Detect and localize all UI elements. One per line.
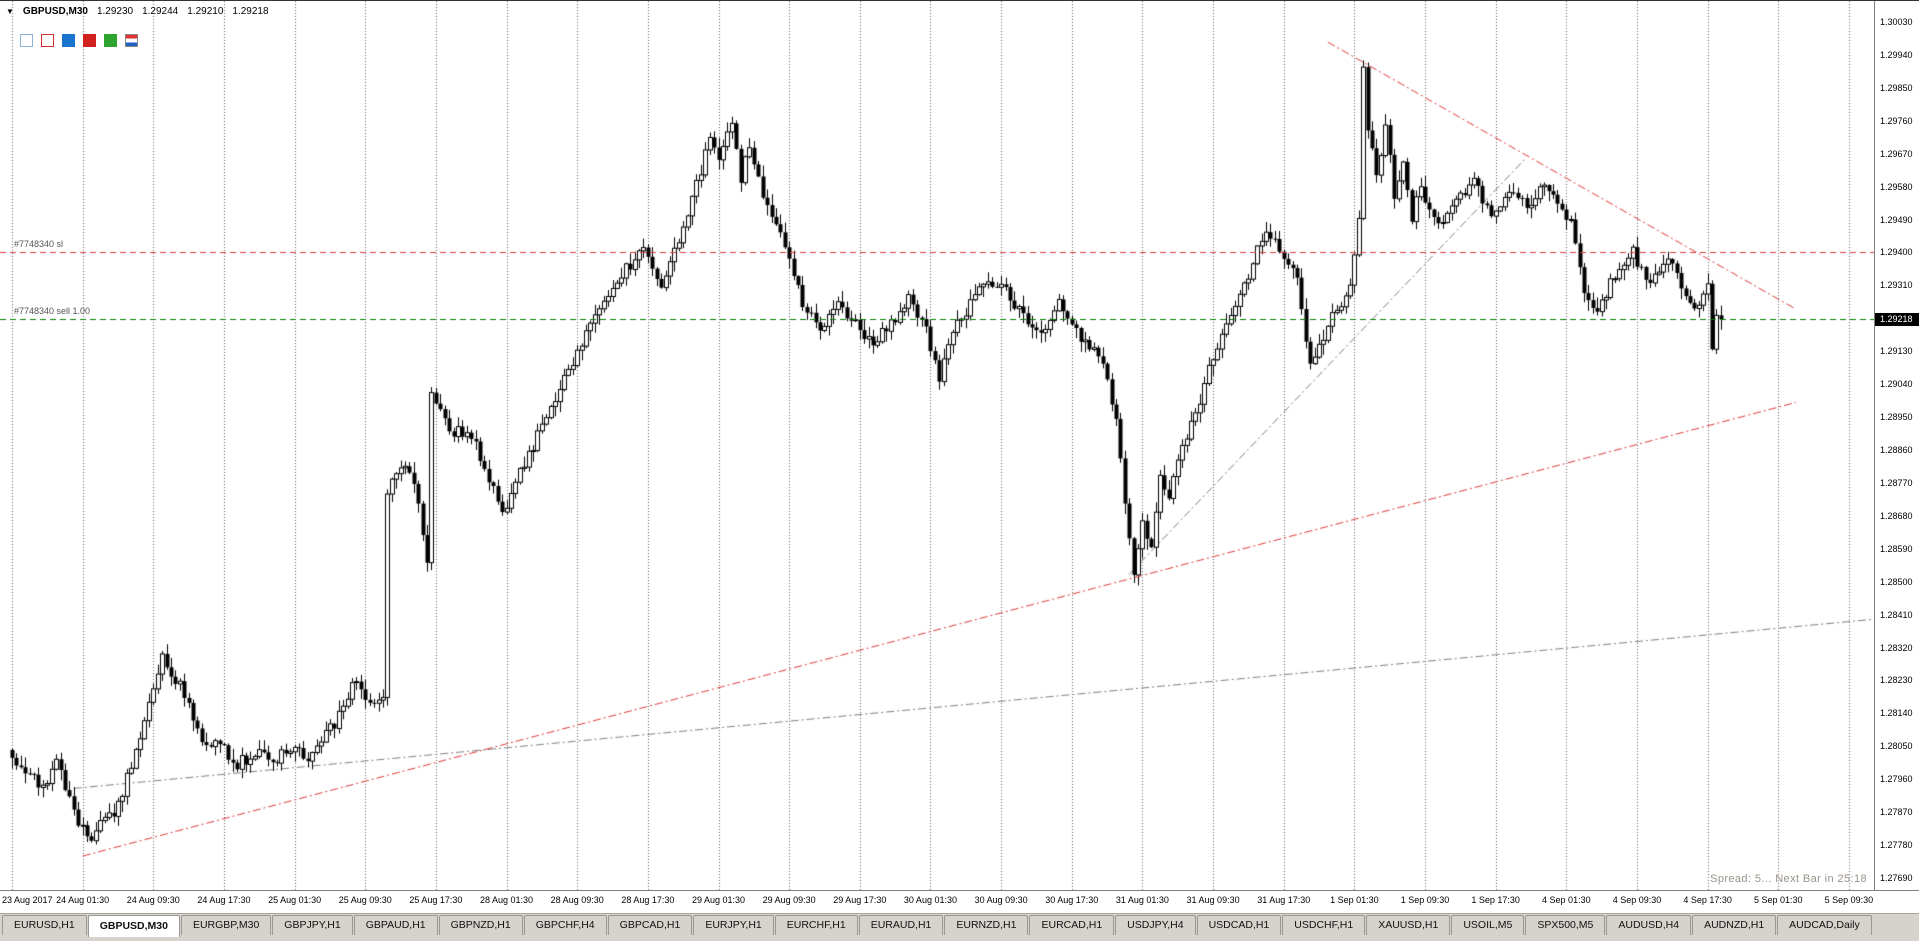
price-tick-label: 1.29670: [1880, 148, 1913, 159]
price-tick-label: 1.27870: [1880, 807, 1913, 818]
red-swatch-button[interactable]: [83, 34, 96, 47]
price-tick-label: 1.27960: [1880, 774, 1913, 785]
order-line-label: #7748340 sl: [14, 239, 64, 250]
chart-tab-GBPUSD,M30[interactable]: GBPUSD,M30: [87, 915, 180, 937]
price-tick-label: 1.29490: [1880, 214, 1913, 225]
time-tick-label: 28 Aug 09:30: [550, 895, 604, 905]
chevron-down-icon[interactable]: ▼: [6, 7, 14, 16]
time-tick-label: 31 Aug 17:30: [1257, 895, 1311, 905]
ohlc-open: 1.29230: [96, 6, 134, 17]
chart-tab-GBPAUD,H1[interactable]: GBPAUD,H1: [353, 915, 438, 935]
chart-tab-EURCAD,H1[interactable]: EURCAD,H1: [1029, 915, 1115, 935]
time-tick-label: 24 Aug 17:30: [197, 895, 251, 905]
time-tick-label: 5 Sep 01:30: [1753, 895, 1803, 905]
price-tick-label: 1.29040: [1880, 379, 1913, 390]
current-price-badge: 1.29218: [1875, 313, 1919, 327]
price-tick-label: 1.30030: [1880, 17, 1913, 27]
time-tick-label: 24 Aug 01:30: [56, 895, 110, 905]
chart-tab-EURJPY,H1[interactable]: EURJPY,H1: [693, 915, 774, 935]
chart-tab-USOIL,M5[interactable]: USOIL,M5: [1451, 915, 1525, 935]
ohlc-close: 1.29218: [232, 6, 269, 17]
price-tick-label: 1.28140: [1880, 708, 1913, 719]
chart-tab-EURCHF,H1[interactable]: EURCHF,H1: [774, 915, 858, 935]
chart-tab-AUDNZD,H1[interactable]: AUDNZD,H1: [1692, 915, 1777, 935]
order-line-label: #7748340 sell 1.00: [14, 306, 91, 317]
price-tick-label: 1.28590: [1880, 543, 1913, 554]
price-tick-label: 1.29310: [1880, 280, 1913, 291]
chart-tab-USDJPY,H4[interactable]: USDJPY,H4: [1115, 915, 1196, 935]
ohlc-high: 1.29244: [142, 6, 179, 17]
time-tick-label: 1 Sep 09:30: [1400, 895, 1450, 905]
price-tick-label: 1.29400: [1880, 247, 1913, 258]
time-axis[interactable]: 23 Aug 2017 24 Aug 01:30 24 Aug 09:30 24 Au…: [0, 890, 1919, 914]
color-swatch-row: [20, 34, 138, 47]
price-tick-label: 1.28950: [1880, 412, 1913, 423]
chart-canvas[interactable]: [0, 1, 1874, 890]
green-swatch-button[interactable]: [104, 34, 117, 47]
chart-tab-EURUSD,H1[interactable]: EURUSD,H1: [2, 915, 87, 935]
time-tick-label: 5 Sep 09:30: [1824, 895, 1874, 905]
time-tick-label: 30 Aug 17:30: [1045, 895, 1099, 905]
symbol-period-label: GBPUSD,M30: [22, 6, 88, 17]
time-tick-label: 30 Aug 09:30: [974, 895, 1028, 905]
spread-nextbar-label: Spread: 5... Next Bar in 25:18: [1710, 873, 1867, 885]
chart-tab-USDCAD,H1[interactable]: USDCAD,H1: [1196, 915, 1282, 935]
time-tick-label: 29 Aug 17:30: [833, 895, 887, 905]
price-tick-label: 1.28050: [1880, 741, 1913, 752]
chart-tab-GBPCHF,H4[interactable]: GBPCHF,H4: [523, 915, 607, 935]
chart-tab-bar: EURUSD,H1 GBPUSD,M30 EURGBP,M30 GBPJPY,H1 GB…: [0, 913, 1919, 941]
ohlc-low: 1.29210: [187, 6, 224, 17]
blue-swatch-button[interactable]: [62, 34, 75, 47]
time-tick-label: 23 Aug 2017: [2, 895, 53, 905]
time-tick-label: 25 Aug 09:30: [338, 895, 392, 905]
chart-tab-XAUUSD,H1[interactable]: XAUUSD,H1: [1366, 915, 1451, 935]
chart-tab-GBPNZD,H1[interactable]: GBPNZD,H1: [438, 915, 523, 935]
time-tick-label: 29 Aug 01:30: [691, 895, 746, 905]
price-tick-label: 1.28410: [1880, 609, 1913, 620]
price-tick-label: 1.28320: [1880, 642, 1913, 653]
chart-tab-EURAUD,H1[interactable]: EURAUD,H1: [858, 915, 944, 935]
time-tick-label: 31 Aug 01:30: [1115, 895, 1169, 905]
chart-tab-SPX500,M5[interactable]: SPX500,M5: [1525, 915, 1606, 935]
time-tick-label: 4 Sep 17:30: [1683, 895, 1732, 905]
chart-title: ▼ GBPUSD,M30 1.29230 1.29244 1.29210 1.2…: [6, 6, 269, 17]
time-tick-label: 28 Aug 01:30: [480, 895, 534, 905]
chart-tab-GBPJPY,H1[interactable]: GBPJPY,H1: [272, 915, 353, 935]
price-tick-label: 1.28770: [1880, 477, 1913, 488]
price-tick-label: 1.29580: [1880, 181, 1913, 192]
chart-tab-AUDCAD,Daily[interactable]: AUDCAD,Daily: [1777, 915, 1872, 935]
price-tick-label: 1.29940: [1880, 49, 1913, 60]
time-tick-label: 1 Sep 17:30: [1471, 895, 1520, 905]
price-axis[interactable]: 1.29218 1.30030 1.29940 1.29850 1.29760 1.29…: [1874, 1, 1919, 890]
price-tick-label: 1.28230: [1880, 675, 1913, 686]
chart-tab-GBPCAD,H1[interactable]: GBPCAD,H1: [607, 915, 693, 935]
time-tick-label: 25 Aug 01:30: [268, 895, 322, 905]
white-red-outline-swatch-button[interactable]: [41, 34, 54, 47]
chart-tab-AUDUSD,H4[interactable]: AUDUSD,H4: [1606, 915, 1692, 935]
time-tick-label: 30 Aug 01:30: [903, 895, 957, 905]
white-blue-outline-swatch-button[interactable]: [20, 34, 33, 47]
time-tick-label: 1 Sep 01:30: [1330, 895, 1379, 905]
chart-tab-EURGBP,M30[interactable]: EURGBP,M30: [180, 915, 272, 935]
chart-tab-USDCHF,H1[interactable]: USDCHF,H1: [1282, 915, 1366, 935]
price-tick-label: 1.29130: [1880, 346, 1913, 357]
time-tick-label: 4 Sep 01:30: [1542, 895, 1591, 905]
price-tick-label: 1.27690: [1880, 873, 1913, 883]
price-tick-label: 1.28500: [1880, 576, 1913, 587]
time-tick-label: 24 Aug 09:30: [126, 895, 180, 905]
price-tick-label: 1.29760: [1880, 115, 1913, 126]
striped-swatch-button[interactable]: [125, 34, 138, 47]
time-tick-label: 25 Aug 17:30: [409, 895, 463, 905]
time-tick-label: 28 Aug 17:30: [621, 895, 675, 905]
time-tick-label: 29 Aug 09:30: [762, 895, 816, 905]
price-tick-label: 1.28680: [1880, 510, 1913, 521]
time-tick-label: 31 Aug 09:30: [1186, 895, 1240, 905]
price-tick-label: 1.28860: [1880, 445, 1913, 455]
price-tick-label: 1.27780: [1880, 840, 1913, 851]
time-tick-label: 4 Sep 09:30: [1612, 895, 1662, 905]
chart-tab-EURNZD,H1[interactable]: EURNZD,H1: [944, 915, 1029, 935]
price-tick-label: 1.29850: [1880, 82, 1913, 93]
